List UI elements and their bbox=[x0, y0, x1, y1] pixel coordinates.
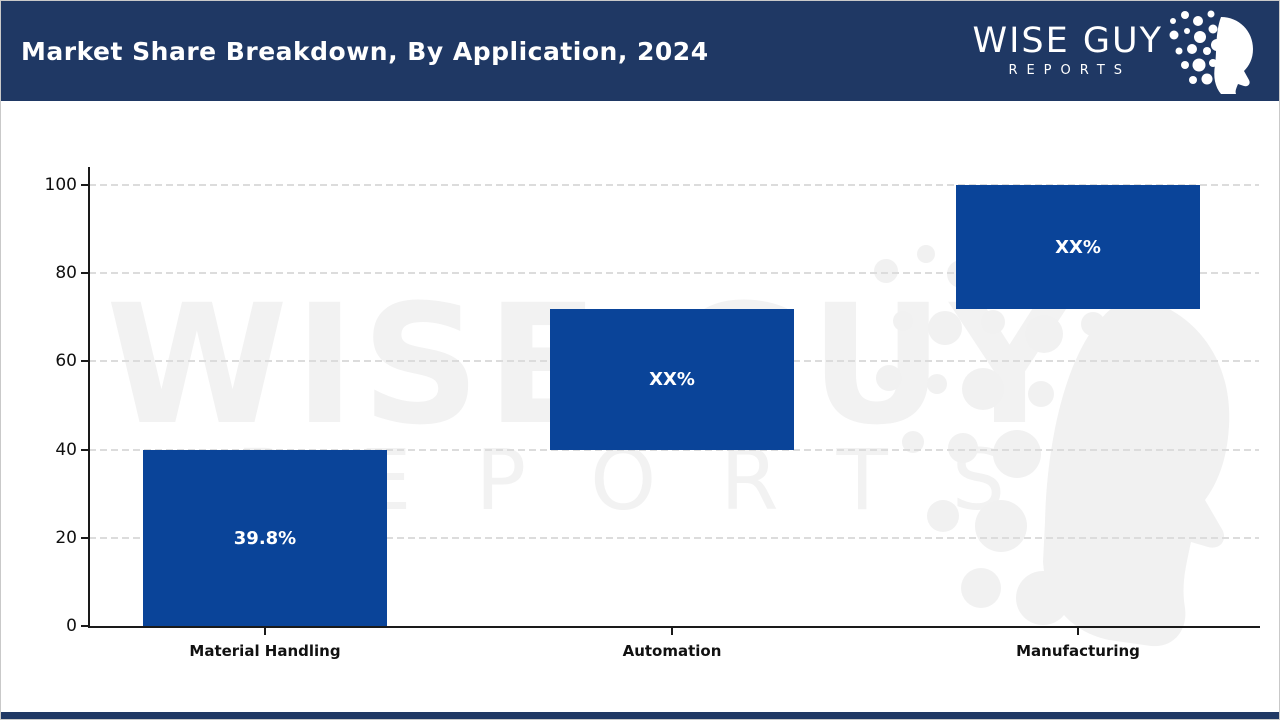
header: Market Share Breakdown, By Application, … bbox=[1, 1, 1279, 101]
brand-subname: REPORTS bbox=[1008, 63, 1132, 78]
gridline bbox=[89, 536, 1259, 539]
y-tick-mark bbox=[81, 184, 89, 186]
y-axis-line bbox=[88, 167, 90, 628]
y-tick-label: 0 bbox=[66, 616, 77, 636]
x-tick-mark bbox=[1077, 628, 1079, 635]
brand-logo: WISE GUY REPORTS bbox=[972, 7, 1257, 95]
x-category-label: Manufacturing bbox=[1016, 642, 1140, 660]
bar-manufacturing: XX% bbox=[956, 185, 1200, 310]
y-tick-label: 60 bbox=[55, 351, 77, 372]
y-tick-mark bbox=[81, 272, 89, 275]
bar-automation: XX% bbox=[550, 309, 794, 451]
x-tick-mark bbox=[671, 628, 673, 635]
y-tick-mark bbox=[81, 360, 89, 363]
x-axis-line bbox=[88, 626, 1260, 628]
wise-guy-face-icon bbox=[1169, 10, 1253, 94]
bar-value-label: XX% bbox=[1055, 236, 1101, 258]
bar-value-label: 39.8% bbox=[233, 527, 297, 549]
x-tick-mark bbox=[264, 628, 266, 635]
footer-bar bbox=[1, 712, 1279, 719]
brand-name: WISE GUY bbox=[972, 21, 1163, 61]
x-category-label: Material Handling bbox=[189, 642, 341, 660]
bar-material-handling: 39.8% bbox=[143, 450, 387, 626]
y-tick-mark bbox=[81, 448, 89, 451]
y-tick-label: 40 bbox=[55, 439, 77, 460]
y-tick-label: 80 bbox=[55, 263, 77, 284]
x-category-label: Automation bbox=[622, 642, 722, 660]
y-tick-mark bbox=[81, 536, 89, 539]
gridline bbox=[89, 184, 1259, 186]
gridline bbox=[89, 272, 1259, 275]
y-tick-label: 20 bbox=[55, 527, 77, 548]
bar-value-label: XX% bbox=[649, 369, 695, 391]
y-tick-mark bbox=[81, 625, 89, 627]
y-tick-label: 100 bbox=[44, 175, 77, 195]
page-title: Market Share Breakdown, By Application, … bbox=[21, 36, 709, 66]
brand-logo-text: WISE GUY REPORTS bbox=[972, 21, 1163, 79]
